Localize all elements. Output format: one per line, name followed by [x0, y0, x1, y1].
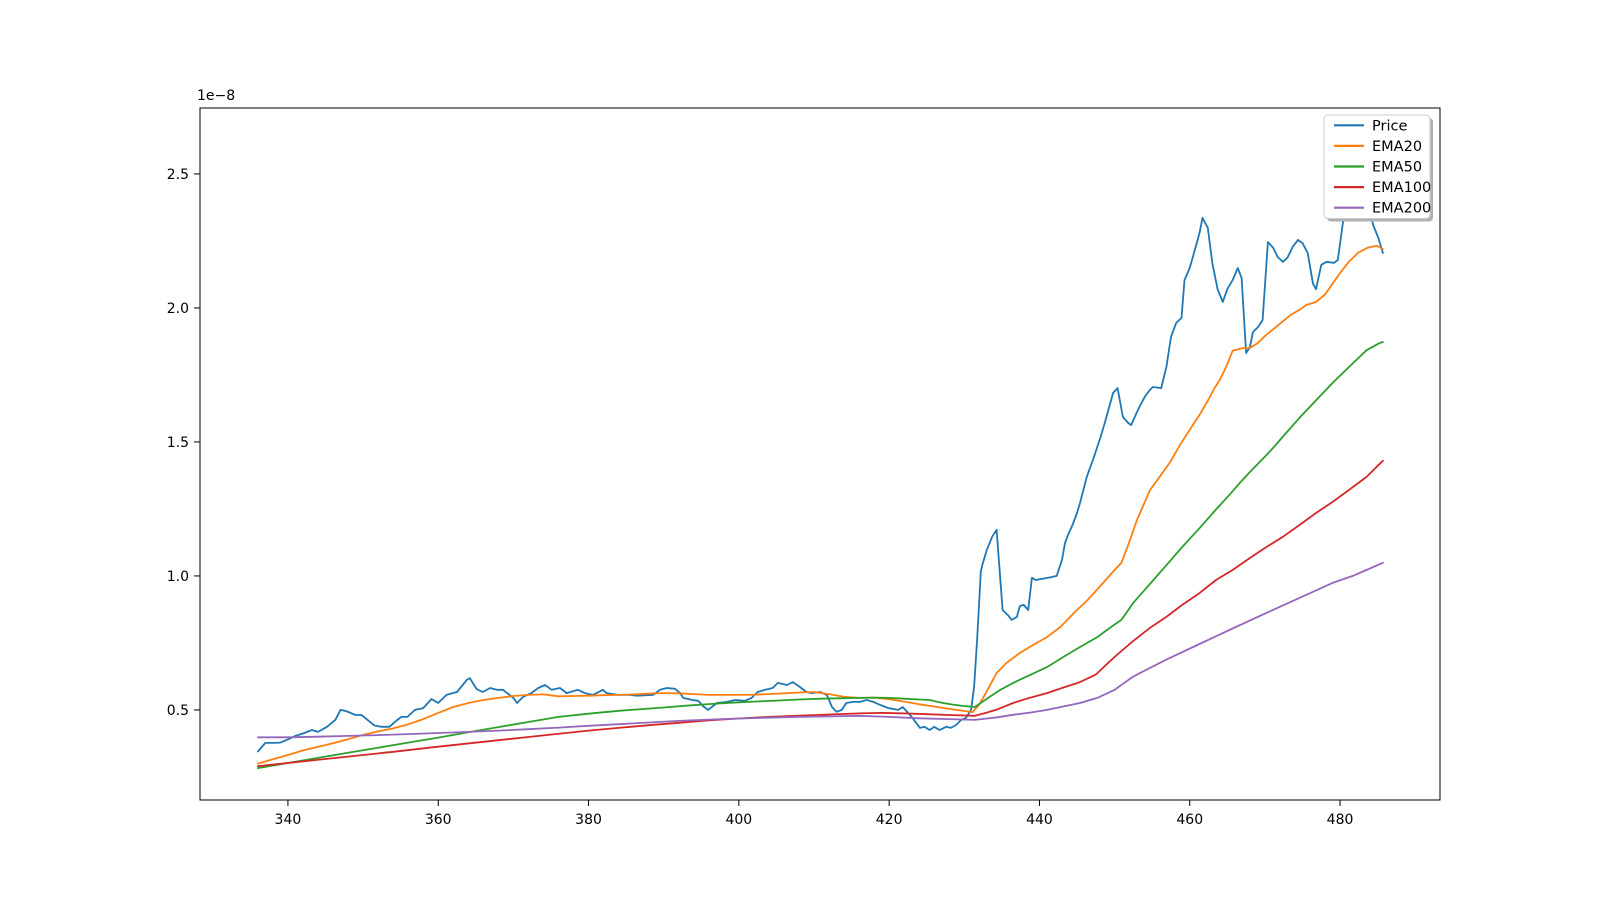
x-tick-label: 460	[1176, 812, 1203, 828]
legend-label-ema50: EMA50	[1372, 160, 1422, 176]
x-tick-label: 440	[1026, 812, 1053, 828]
y-tick-label: 0.5	[167, 703, 189, 719]
x-tick-label: 480	[1327, 812, 1354, 828]
legend-label-ema20: EMA20	[1372, 139, 1422, 155]
plot-area	[199, 107, 1441, 801]
series-line-price	[256, 138, 1384, 753]
series-line-ema200	[256, 561, 1384, 739]
y-tick-label: 2.5	[167, 167, 189, 183]
x-tick-label: 400	[725, 812, 752, 828]
x-tick-label: 420	[876, 812, 903, 828]
series-line-ema50	[256, 341, 1384, 769]
legend-label-price: Price	[1372, 118, 1407, 134]
legend-box	[1323, 114, 1431, 219]
y-axis-offset-text: 1e−8	[197, 88, 235, 104]
legend-label-ema200: EMA200	[1372, 201, 1431, 217]
x-tick-label: 340	[275, 812, 302, 828]
y-tick-label: 1.0	[167, 569, 189, 585]
y-tick-label: 2.0	[167, 301, 189, 317]
x-tick-label: 360	[425, 812, 452, 828]
series-line-ema100	[256, 459, 1384, 768]
x-tick-label: 380	[575, 812, 602, 828]
legend-label-ema100: EMA100	[1372, 180, 1431, 196]
y-tick-label: 1.5	[167, 435, 189, 451]
series-line-ema20	[256, 244, 1384, 765]
